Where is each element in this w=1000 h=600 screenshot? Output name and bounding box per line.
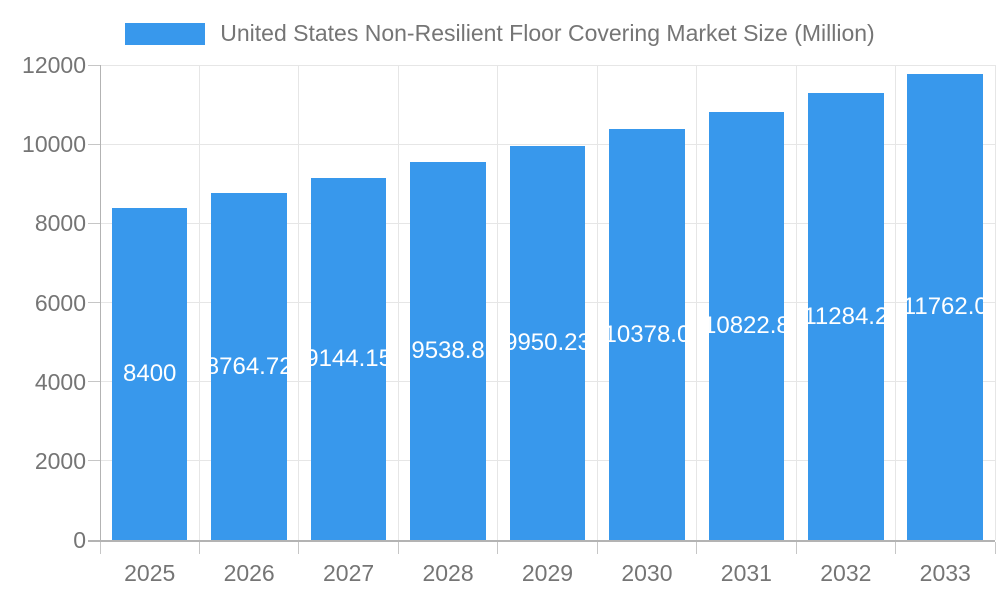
y-axis-label: 2000 bbox=[34, 447, 86, 474]
legend-item[interactable]: United States Non-Resilient Floor Coveri… bbox=[125, 20, 875, 47]
gridline-vertical bbox=[696, 65, 698, 540]
gridline-vertical bbox=[198, 65, 200, 540]
bar-value-label: 10822.8 bbox=[708, 311, 785, 339]
x-axis-tick bbox=[198, 542, 200, 554]
gridline-horizontal bbox=[100, 64, 995, 66]
y-axis-tick bbox=[88, 460, 100, 462]
y-axis-tick bbox=[88, 302, 100, 303]
x-axis-tick bbox=[298, 542, 300, 554]
y-axis-label: 6000 bbox=[34, 289, 86, 316]
y-axis-tick bbox=[88, 143, 100, 145]
x-axis-tick bbox=[696, 542, 698, 554]
bar-value-label: 8764.72 bbox=[211, 352, 287, 380]
bar-value-label: 11762.0 bbox=[907, 293, 984, 321]
y-axis-tick bbox=[88, 381, 100, 383]
x-axis-label: 2027 bbox=[323, 560, 375, 586]
y-axis-line bbox=[100, 65, 101, 541]
bar-2029[interactable]: 9950.23 bbox=[509, 146, 586, 540]
x-axis-tick bbox=[596, 542, 598, 554]
x-axis-label: 2031 bbox=[720, 560, 772, 586]
x-axis-tick bbox=[497, 542, 499, 554]
y-axis-label: 10000 bbox=[22, 131, 86, 158]
bar-2033[interactable]: 11762.0 bbox=[907, 74, 984, 540]
x-axis-tick bbox=[895, 542, 897, 554]
x-axis-label: 2026 bbox=[223, 560, 275, 586]
x-axis-tick bbox=[99, 542, 101, 554]
x-axis-tick bbox=[994, 542, 996, 554]
x-axis-label: 2033 bbox=[919, 560, 971, 586]
legend-label: United States Non-Resilient Floor Coveri… bbox=[220, 20, 875, 46]
gridline-vertical bbox=[895, 65, 897, 540]
bar-2027[interactable]: 9144.15 bbox=[310, 178, 387, 540]
gridline-vertical bbox=[298, 65, 300, 540]
bar-2025[interactable]: 8400 bbox=[111, 207, 188, 540]
gridline-vertical bbox=[596, 65, 598, 540]
bar-value-label: 9144.15 bbox=[310, 345, 387, 373]
y-axis-tick bbox=[88, 64, 100, 66]
gridline-vertical bbox=[397, 65, 399, 540]
x-axis-line bbox=[88, 540, 995, 542]
legend: United States Non-Resilient Floor Coveri… bbox=[0, 20, 1000, 47]
bar-2031[interactable]: 10822.8 bbox=[708, 111, 785, 540]
y-axis-label: 0 bbox=[73, 527, 86, 553]
bar-value-label: 11284.2 bbox=[808, 302, 884, 330]
y-axis-label: 4000 bbox=[34, 368, 86, 395]
bar-value-label: 9538.8 bbox=[411, 337, 485, 365]
bar-2032[interactable]: 11284.2 bbox=[808, 93, 884, 540]
gridline-vertical bbox=[994, 65, 996, 540]
bar-value-label: 9950.23 bbox=[509, 329, 586, 357]
x-axis-label: 2029 bbox=[521, 560, 574, 586]
x-axis-label: 2032 bbox=[820, 560, 872, 586]
x-axis-tick bbox=[795, 542, 797, 554]
y-axis-tick bbox=[88, 222, 100, 224]
gridline-horizontal bbox=[100, 143, 995, 145]
x-axis-label: 2030 bbox=[621, 560, 673, 586]
x-axis-label: 2025 bbox=[124, 560, 176, 586]
x-axis-tick bbox=[397, 542, 399, 554]
bar-2026[interactable]: 8764.72 bbox=[211, 193, 287, 540]
gridline-vertical bbox=[497, 65, 499, 540]
bar-value-label: 10378.0 bbox=[609, 320, 685, 348]
plot-area: 8400 8764.72 9144.15 9538.8 9950.23 10378.0 10… bbox=[100, 64, 996, 540]
bar-2030[interactable]: 10378.0 bbox=[609, 129, 685, 540]
bar-value-label: 8400 bbox=[123, 359, 177, 387]
y-axis-label: 12000 bbox=[22, 52, 86, 78]
x-axis-label: 2028 bbox=[422, 560, 474, 586]
gridline-vertical bbox=[795, 65, 797, 540]
y-axis-label: 8000 bbox=[34, 210, 86, 237]
bar-2028[interactable]: 9538.8 bbox=[410, 162, 486, 540]
legend-swatch-icon bbox=[125, 22, 206, 45]
